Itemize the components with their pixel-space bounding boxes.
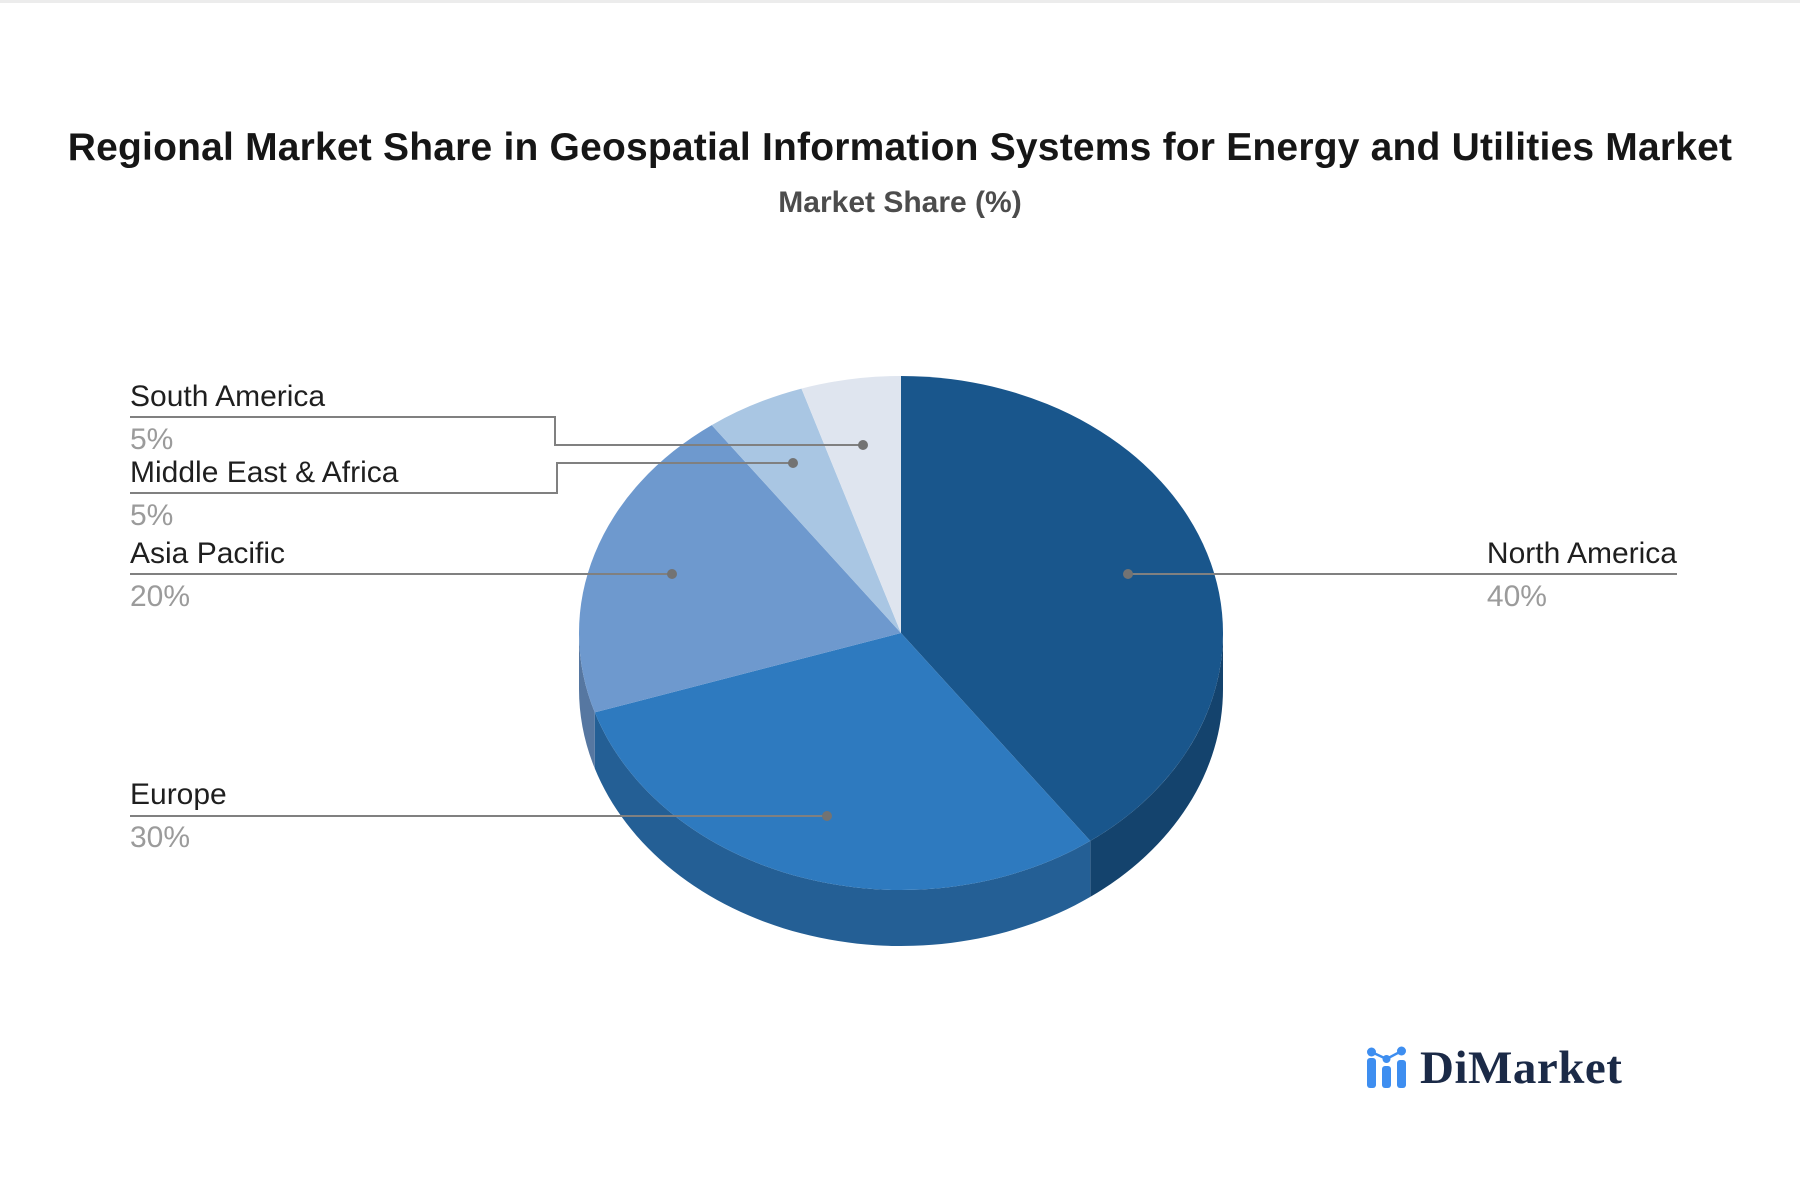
chart-title: Regional Market Share in Geospatial Info… [67,126,1733,169]
connector-dot-north-america [1123,569,1133,579]
label-europe: Europe 30% [130,776,227,857]
label-name: Asia Pacific [130,537,286,570]
label-name: Europe [130,778,227,811]
dimarket-logo: DiMarket [1367,1040,1622,1096]
label-value: 5% [130,499,174,532]
connector-dot-south-america [858,440,868,450]
dimarket-logo-icon [1367,1046,1406,1088]
label-middle-east-africa: Middle East & Africa 5% [130,454,398,535]
connector-line-south-america [130,416,863,446]
pie-slice-middle-east-africa[interactable] [711,388,901,633]
dimarket-logo-text: DiMarket [1420,1042,1623,1094]
pie-slice-side-europe [594,712,1091,946]
connector-dot-middle-east-africa [788,458,798,468]
pie-slice-north-america[interactable] [901,376,1223,841]
connector-dot-asia-pacific [667,569,677,579]
label-value: 30% [130,821,191,854]
label-value: 40% [1486,580,1547,613]
label-name: North America [1486,537,1677,570]
pie-slice-europe[interactable] [594,633,1091,890]
pie-slice-side-north-america [1090,633,1223,897]
connector-line-middle-east-africa [130,462,793,494]
top-edge-divider [0,0,1800,3]
pie-slice-side-asia-pacific [579,633,595,769]
label-south-america: South America 5% [130,378,325,459]
title-block: Regional Market Share in Geospatial Info… [0,126,1800,220]
label-name: Middle East & Africa [130,456,399,489]
label-value: 5% [130,423,174,456]
label-value: 20% [130,580,191,613]
pie-slice-south-america[interactable] [801,376,901,633]
label-asia-pacific: Asia Pacific 20% [130,535,285,616]
label-north-america: North America 40% [1487,535,1677,616]
pie-slice-asia-pacific[interactable] [579,425,901,713]
connector-dot-europe [822,811,832,821]
chart-subtitle: Market Share (%) [778,186,1022,219]
label-name: South America [130,380,326,413]
